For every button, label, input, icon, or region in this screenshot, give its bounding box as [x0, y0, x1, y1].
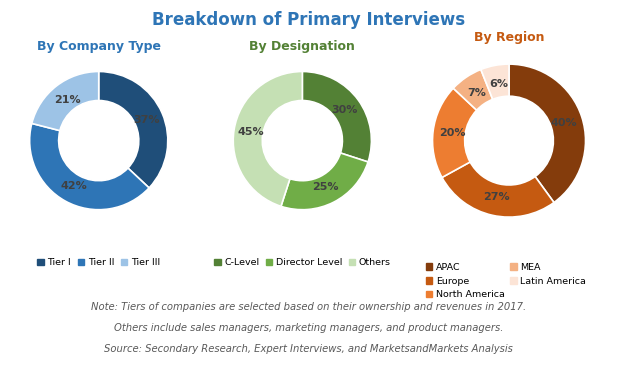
Text: 21%: 21%: [54, 95, 80, 105]
Wedge shape: [509, 64, 586, 202]
Legend: Tier I, Tier II, Tier III: Tier I, Tier II, Tier III: [38, 258, 160, 267]
Wedge shape: [302, 71, 371, 162]
Text: Others include sales managers, marketing managers, and product managers.: Others include sales managers, marketing…: [114, 323, 503, 333]
Wedge shape: [32, 71, 99, 131]
Text: 7%: 7%: [467, 88, 486, 98]
Legend: APAC, Europe, North America, MEA, Latin America: APAC, Europe, North America, MEA, Latin …: [426, 263, 586, 299]
Wedge shape: [442, 162, 554, 217]
Text: 27%: 27%: [483, 192, 510, 202]
Text: Source: Secondary Research, Expert Interviews, and MarketsandMarkets Analysis: Source: Secondary Research, Expert Inter…: [104, 344, 513, 354]
Text: Note: Tiers of companies are selected based on their ownership and revenues in 2: Note: Tiers of companies are selected ba…: [91, 302, 526, 312]
Wedge shape: [453, 70, 493, 110]
Wedge shape: [433, 88, 477, 178]
Text: 42%: 42%: [60, 181, 87, 191]
Text: Breakdown of Primary Interviews: Breakdown of Primary Interviews: [152, 11, 465, 29]
Wedge shape: [481, 64, 509, 99]
Text: 20%: 20%: [439, 128, 465, 138]
Title: By Designation: By Designation: [249, 40, 355, 53]
Text: 45%: 45%: [238, 128, 265, 138]
Wedge shape: [233, 71, 302, 206]
Title: By Region: By Region: [474, 31, 544, 44]
Wedge shape: [281, 153, 368, 210]
Text: 37%: 37%: [133, 115, 160, 125]
Text: 40%: 40%: [550, 118, 577, 128]
Wedge shape: [30, 124, 149, 210]
Text: 30%: 30%: [331, 105, 357, 115]
Text: 25%: 25%: [313, 182, 339, 192]
Legend: C-Level, Director Level, Others: C-Level, Director Level, Others: [214, 258, 391, 267]
Text: 6%: 6%: [489, 79, 508, 89]
Wedge shape: [99, 71, 168, 188]
Title: By Company Type: By Company Type: [37, 40, 160, 53]
